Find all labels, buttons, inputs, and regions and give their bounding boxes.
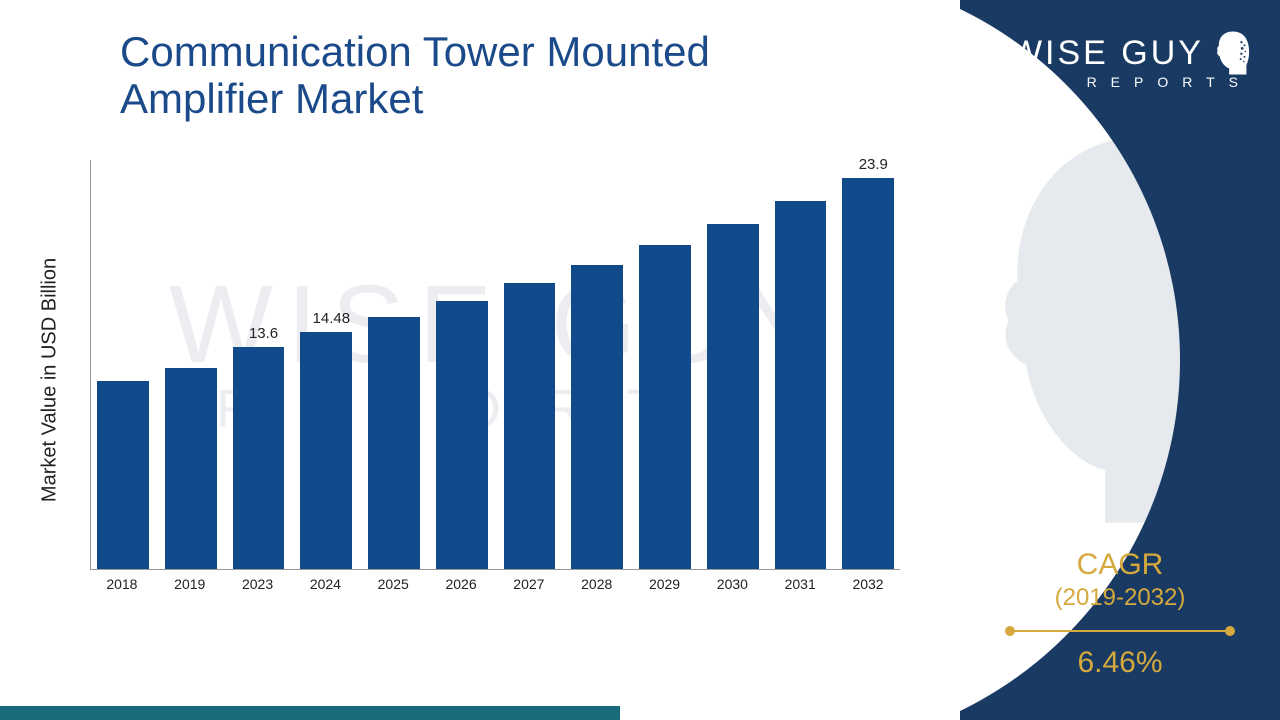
bar bbox=[639, 160, 691, 569]
y-axis-label: Market Value in USD Billion bbox=[39, 258, 62, 502]
x-tick-label: 2032 bbox=[842, 570, 894, 600]
bar-rect bbox=[165, 368, 217, 569]
bottom-accent-strip bbox=[0, 706, 620, 720]
cagr-divider-line bbox=[1010, 630, 1230, 632]
x-tick-label: 2018 bbox=[96, 570, 148, 600]
logo-main-text: WISE GUY bbox=[1010, 34, 1204, 73]
x-axis-labels: 2018 2019 2023 2024 2025 2026 2027 2028 2029 2030… bbox=[90, 570, 900, 600]
x-tick-label: 2024 bbox=[299, 570, 351, 600]
bar bbox=[368, 160, 420, 569]
bar-rect bbox=[639, 245, 691, 569]
bar-rect bbox=[775, 201, 827, 569]
x-tick-label: 2023 bbox=[232, 570, 284, 600]
background-head-silhouette bbox=[960, 120, 1280, 540]
cagr-block: CAGR (2019-2032) 6.46% bbox=[990, 548, 1250, 680]
cagr-value: 6.46% bbox=[990, 646, 1250, 680]
bar-rect bbox=[707, 224, 759, 569]
bar-rect bbox=[436, 301, 488, 569]
x-tick-label: 2029 bbox=[639, 570, 691, 600]
cagr-period: (2019-2032) bbox=[990, 584, 1250, 612]
x-tick-label: 2025 bbox=[367, 570, 419, 600]
bar-rect: 13.6 bbox=[233, 347, 285, 569]
bar bbox=[436, 160, 488, 569]
bar-rect bbox=[571, 265, 623, 569]
bar bbox=[165, 160, 217, 569]
bar: 14.48 bbox=[300, 160, 352, 569]
x-tick-label: 2028 bbox=[571, 570, 623, 600]
bar-rect bbox=[504, 283, 556, 569]
bar bbox=[571, 160, 623, 569]
bar-chart: Market Value in USD Billion 13.614.4823.… bbox=[60, 160, 900, 600]
logo-sub-text: REPORTS bbox=[1010, 74, 1252, 90]
cagr-title: CAGR bbox=[990, 548, 1250, 582]
bar bbox=[775, 160, 827, 569]
chart-plot-area: 13.6 14.48 23.9 bbox=[90, 160, 900, 570]
bar-rect bbox=[97, 381, 149, 569]
bar-value-label: 14.48 bbox=[300, 310, 362, 327]
bar bbox=[97, 160, 149, 569]
bar bbox=[504, 160, 556, 569]
bar: 23.9 bbox=[842, 160, 894, 569]
bar-value-label: 13.6 bbox=[233, 325, 295, 342]
chart-title: Communication Tower Mounted Amplifier Ma… bbox=[120, 28, 880, 122]
chart-canvas: WISE GUY REPORTS Communication Tower Mou… bbox=[0, 0, 1280, 720]
bar-rect bbox=[368, 317, 420, 569]
bar-rect: 14.48 bbox=[300, 332, 352, 569]
bar: 13.6 bbox=[233, 160, 285, 569]
bar-rect: 23.9 bbox=[842, 178, 894, 569]
x-tick-label: 2030 bbox=[706, 570, 758, 600]
bar-value-label: 23.9 bbox=[842, 156, 904, 173]
x-tick-label: 2019 bbox=[164, 570, 216, 600]
x-tick-label: 2031 bbox=[774, 570, 826, 600]
logo: WISE GUY REPORTS bbox=[1010, 30, 1256, 90]
x-tick-label: 2027 bbox=[503, 570, 555, 600]
logo-head-icon bbox=[1210, 30, 1256, 76]
bar bbox=[707, 160, 759, 569]
x-tick-label: 2026 bbox=[435, 570, 487, 600]
